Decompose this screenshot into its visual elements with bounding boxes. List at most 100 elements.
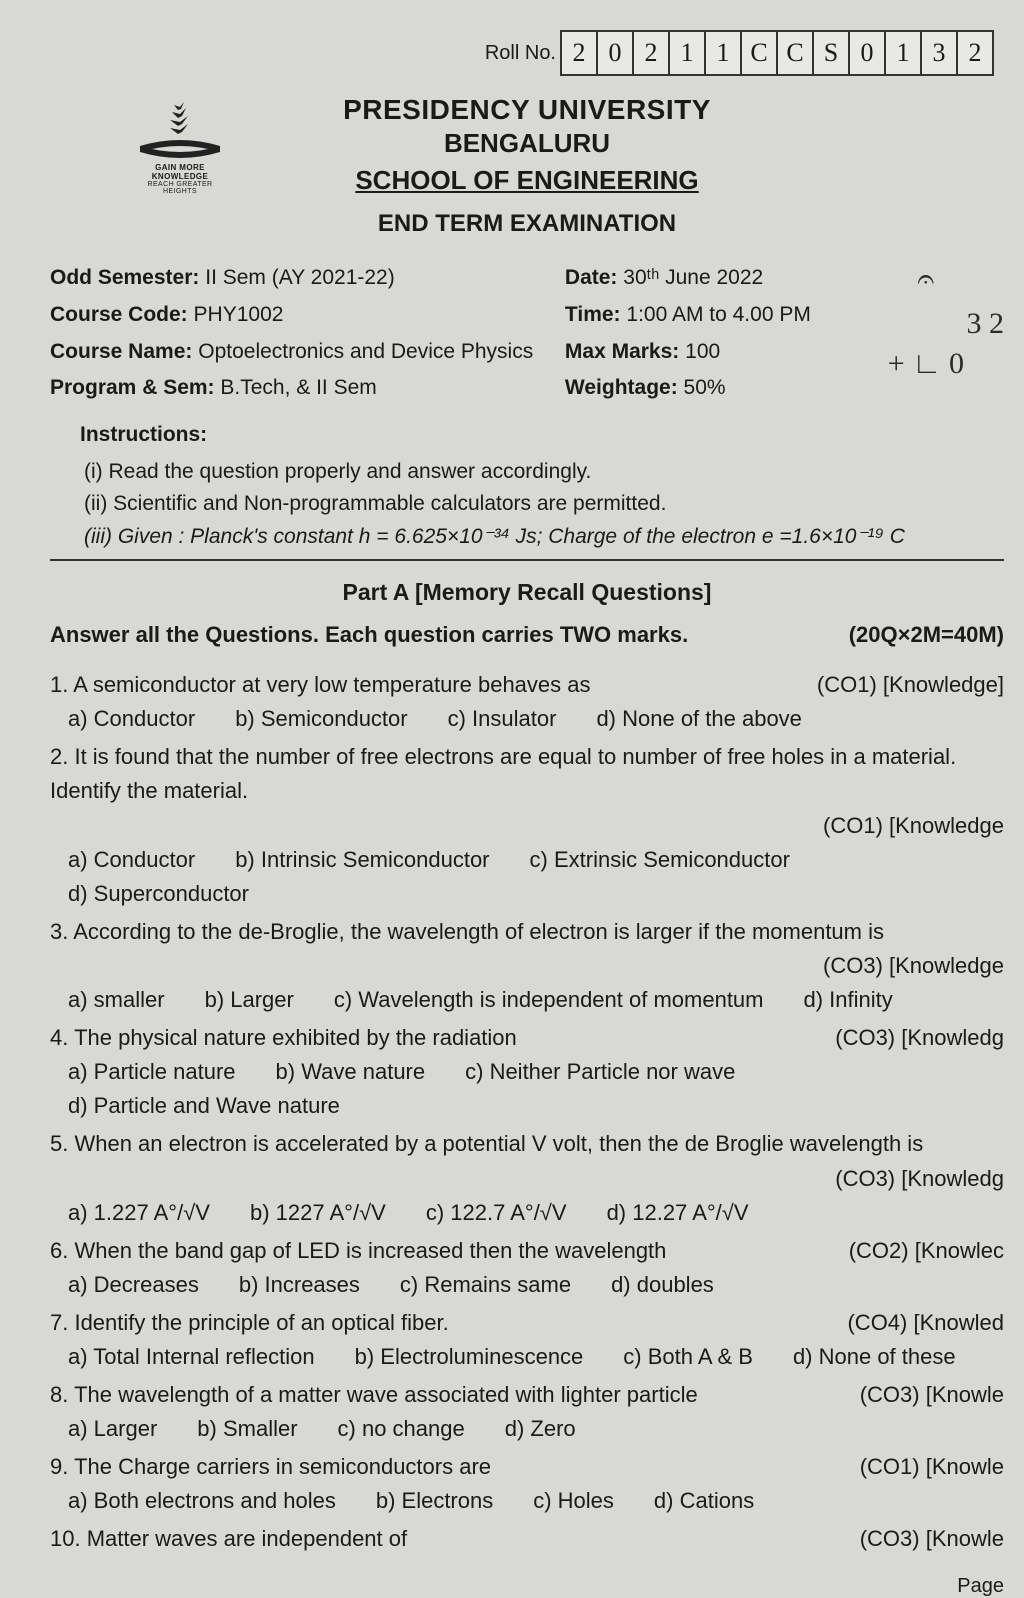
roll-digit: 1 [668, 30, 706, 76]
time-label: Time: [565, 303, 621, 326]
logo-tagline-1: GAIN MORE KNOWLEDGE [130, 163, 230, 181]
question-tag: (CO3) [Knowle [860, 1522, 1004, 1556]
semester-value: II Sem (AY 2021-22) [205, 266, 394, 289]
roll-label: Roll No. [485, 42, 556, 65]
question-10: 10. Matter waves are independent of (CO3… [50, 1522, 1004, 1556]
page-footer: Page [50, 1575, 1004, 1598]
weightage-value: 50% [684, 376, 726, 399]
university-logo: GAIN MORE KNOWLEDGE REACH GREATER HEIGHT… [130, 98, 230, 188]
exam-meta: Odd Semester: II Sem (AY 2021-22) Course… [50, 260, 1004, 407]
roll-digit: 0 [596, 30, 634, 76]
option-d: d) Cations [654, 1484, 754, 1518]
semester-label: Odd Semester: [50, 266, 199, 289]
roll-digit: C [740, 30, 778, 76]
option-b: b) Electroluminescence [355, 1340, 584, 1374]
question-2: 2. It is found that the number of free e… [50, 740, 1004, 910]
roll-digit: 1 [884, 30, 922, 76]
question-tag: (CO2) [Knowlec [849, 1234, 1004, 1268]
course-name-value: Optoelectronics and Device Physics [198, 340, 533, 363]
book-birds-icon [130, 98, 230, 158]
option-a: a) Conductor [68, 702, 195, 736]
question-text: 7. Identify the principle of an optical … [50, 1306, 847, 1340]
marks-value: 100 [685, 340, 720, 363]
time-value: 1:00 AM to 4.00 PM [626, 303, 810, 326]
logo-tagline-2: REACH GREATER HEIGHTS [130, 181, 230, 195]
instruction-item: (iii) Given : Planck's constant h = 6.62… [84, 525, 905, 548]
handwritten-mark: 3 2 [967, 298, 1005, 351]
option-b: b) Intrinsic Semiconductor [235, 843, 489, 877]
divider [50, 559, 1004, 561]
instruction-item: (i) Read the question properly and answe… [84, 456, 1004, 489]
option-c: c) no change [338, 1412, 465, 1446]
roll-number-row: Roll No. 2 0 2 1 1 C C S 0 1 3 2 [50, 30, 1004, 76]
option-a: a) smaller [68, 983, 165, 1017]
option-c: c) Insulator [448, 702, 557, 736]
header: GAIN MORE KNOWLEDGE REACH GREATER HEIGHT… [50, 94, 1004, 238]
answer-instruction: Answer all the Questions. Each question … [50, 622, 1004, 648]
roll-digit: 3 [920, 30, 958, 76]
option-a: a) Conductor [68, 843, 195, 877]
roll-digit: C [776, 30, 814, 76]
option-d: d) Zero [505, 1412, 576, 1446]
option-b: b) Increases [239, 1268, 360, 1302]
question-4: 4. The physical nature exhibited by the … [50, 1021, 1004, 1123]
exam-title: END TERM EXAMINATION [50, 210, 1004, 238]
option-b: b) Smaller [197, 1412, 297, 1446]
program-value: B.Tech, & II Sem [220, 376, 376, 399]
questions-block: 1. A semiconductor at very low temperatu… [50, 668, 1004, 1556]
question-8: 8. The wavelength of a matter wave assoc… [50, 1378, 1004, 1446]
option-d: d) Superconductor [68, 877, 249, 911]
option-a: a) 1.227 A°/√V [68, 1196, 210, 1230]
course-code-value: PHY1002 [194, 303, 284, 326]
question-1: 1. A semiconductor at very low temperatu… [50, 668, 1004, 736]
instructions-title: Instructions: [80, 419, 1004, 452]
option-d: d) None of these [793, 1340, 956, 1374]
question-text: 1. A semiconductor at very low temperatu… [50, 668, 817, 702]
option-a: a) Larger [68, 1412, 157, 1446]
option-b: b) Electrons [376, 1484, 493, 1518]
course-name-label: Course Name: [50, 340, 192, 363]
date-value: 30ᵗʰ June 2022 [623, 266, 763, 289]
handwritten-mark: + ∟ 0 [888, 338, 964, 391]
weightage-label: Weightage: [565, 376, 678, 399]
option-b: b) 1227 A°/√V [250, 1196, 386, 1230]
option-d: d) doubles [611, 1268, 714, 1302]
question-tag: (CO1) [Knowledge [823, 809, 1004, 843]
question-9: 9. The Charge carriers in semiconductors… [50, 1450, 1004, 1518]
roll-digit: 0 [848, 30, 886, 76]
option-c: c) 122.7 A°/√V [426, 1196, 567, 1230]
question-tag: (CO1) [Knowledge] [817, 668, 1004, 702]
question-text: 10. Matter waves are independent of [50, 1522, 860, 1556]
roll-boxes: 2 0 2 1 1 C C S 0 1 3 2 [562, 30, 994, 76]
question-text: 6. When the band gap of LED is increased… [50, 1234, 849, 1268]
date-label: Date: [565, 266, 618, 289]
question-tag: (CO3) [Knowle [860, 1378, 1004, 1412]
option-c: c) Wavelength is independent of momentum [334, 983, 764, 1017]
answer-text: Answer all the Questions. Each question … [50, 622, 688, 648]
question-tag: (CO3) [Knowledge [823, 949, 1004, 983]
question-text: 8. The wavelength of a matter wave assoc… [50, 1378, 860, 1412]
handwritten-mark: 𝄐 [917, 254, 934, 307]
option-c: c) Holes [533, 1484, 614, 1518]
option-d: d) Particle and Wave nature [68, 1089, 340, 1123]
marks-label: Max Marks: [565, 340, 679, 363]
question-tag: (CO3) [Knowledg [835, 1021, 1004, 1055]
question-5: 5. When an electron is accelerated by a … [50, 1127, 1004, 1229]
question-tag: (CO3) [Knowledg [835, 1162, 1004, 1196]
roll-digit: S [812, 30, 850, 76]
program-label: Program & Sem: [50, 376, 215, 399]
instructions-block: Instructions: (i) Read the question prop… [80, 419, 1004, 553]
option-c: c) Neither Particle nor wave [465, 1055, 735, 1089]
roll-digit: 2 [956, 30, 994, 76]
question-text: 2. It is found that the number of free e… [50, 744, 956, 803]
question-6: 6. When the band gap of LED is increased… [50, 1234, 1004, 1302]
roll-digit: 2 [560, 30, 598, 76]
option-a: a) Total Internal reflection [68, 1340, 315, 1374]
meta-left: Odd Semester: II Sem (AY 2021-22) Course… [50, 260, 565, 407]
option-a: a) Both electrons and holes [68, 1484, 336, 1518]
roll-digit: 2 [632, 30, 670, 76]
option-b: b) Larger [205, 983, 294, 1017]
meta-right: Date: 30ᵗʰ June 2022 Time: 1:00 AM to 4.… [565, 260, 994, 407]
option-c: c) Extrinsic Semiconductor [530, 843, 790, 877]
instruction-item: (ii) Scientific and Non-programmable cal… [84, 488, 1004, 521]
